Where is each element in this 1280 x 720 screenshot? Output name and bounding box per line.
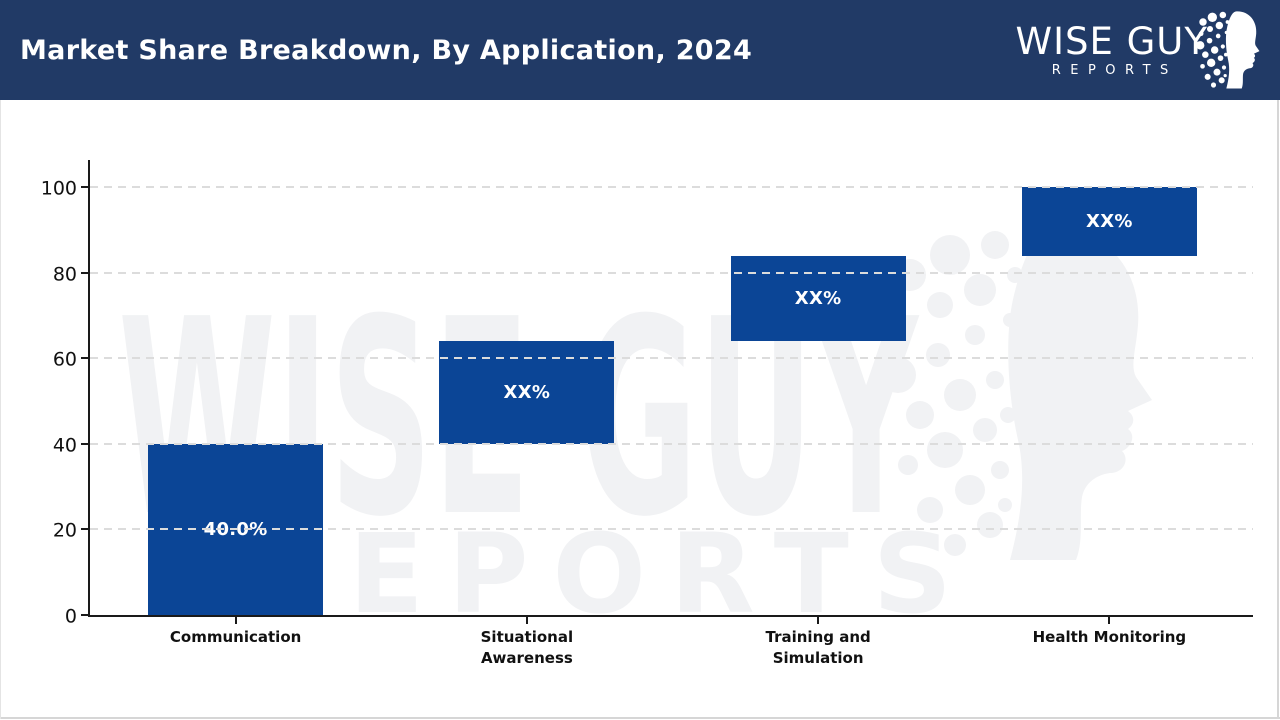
y-tick-mark-40	[81, 442, 88, 445]
y-tick-mark-80	[81, 271, 88, 274]
y-tick-mark-0	[81, 614, 88, 616]
x-tick-mark-communication	[234, 617, 237, 624]
x-tick-mark-training-and-simulation	[817, 617, 820, 624]
bar-health-monitoring: XX%	[1021, 187, 1197, 256]
x-tick-label-training-and-simulation: Training and Simulation	[765, 628, 871, 667]
x-tick-label-situational-awareness: Situational Awareness	[480, 628, 574, 667]
x-tick-mark-situational-awareness	[525, 617, 528, 624]
bar-value-label-training-and-simulation: XX%	[794, 287, 842, 309]
gridline-100	[90, 186, 1253, 189]
x-tick-label-communication: Communication	[169, 628, 302, 646]
watermark-text-reports: REPORTS	[240, 510, 976, 617]
right-edge-hairline	[1277, 100, 1279, 719]
gridline-60	[90, 357, 1253, 360]
y-tick-label-40: 40	[52, 434, 77, 457]
y-tick-label-100: 100	[40, 177, 77, 200]
gridline-40	[90, 442, 1253, 445]
gridline-20	[90, 528, 1253, 531]
y-tick-mark-100	[81, 186, 88, 189]
bottom-edge-hairline	[0, 717, 1280, 719]
watermark-face-icon	[880, 229, 1152, 560]
x-tick-label-health-monitoring: Health Monitoring	[1032, 628, 1187, 646]
bar-training-and-simulation: XX%	[730, 255, 906, 342]
bar-value-label-situational-awareness: XX%	[503, 382, 551, 403]
logo-text-reports: REPORTS	[1051, 62, 1178, 78]
y-tick-label-80: 80	[52, 263, 77, 286]
wise-guy-logo: WISE GUY REPORTS	[1016, 8, 1266, 92]
header-bar: Market Share Breakdown, By Application, …	[0, 0, 1280, 100]
y-tick-label-0: 0	[64, 605, 77, 628]
logo-wordmark: WISE GUY REPORTS	[1016, 23, 1208, 78]
gridline-80	[90, 271, 1253, 274]
y-tick-mark-20	[81, 528, 88, 531]
y-tick-label-20: 20	[52, 519, 77, 542]
y-tick-mark-60	[81, 357, 88, 360]
left-edge-hairline	[0, 100, 1, 719]
x-tick-mark-health-monitoring	[1108, 617, 1111, 624]
bar-value-label-health-monitoring: XX%	[1086, 210, 1133, 232]
plot-area: WISE GUY REPORTS 0 20 40 60 80 100 Communicati…	[41, 160, 1253, 667]
logo-text-wise-guy: WISE GUY	[1015, 19, 1208, 63]
y-tick-label-60: 60	[52, 348, 77, 371]
page-title: Market Share Breakdown, By Application, …	[20, 34, 753, 66]
